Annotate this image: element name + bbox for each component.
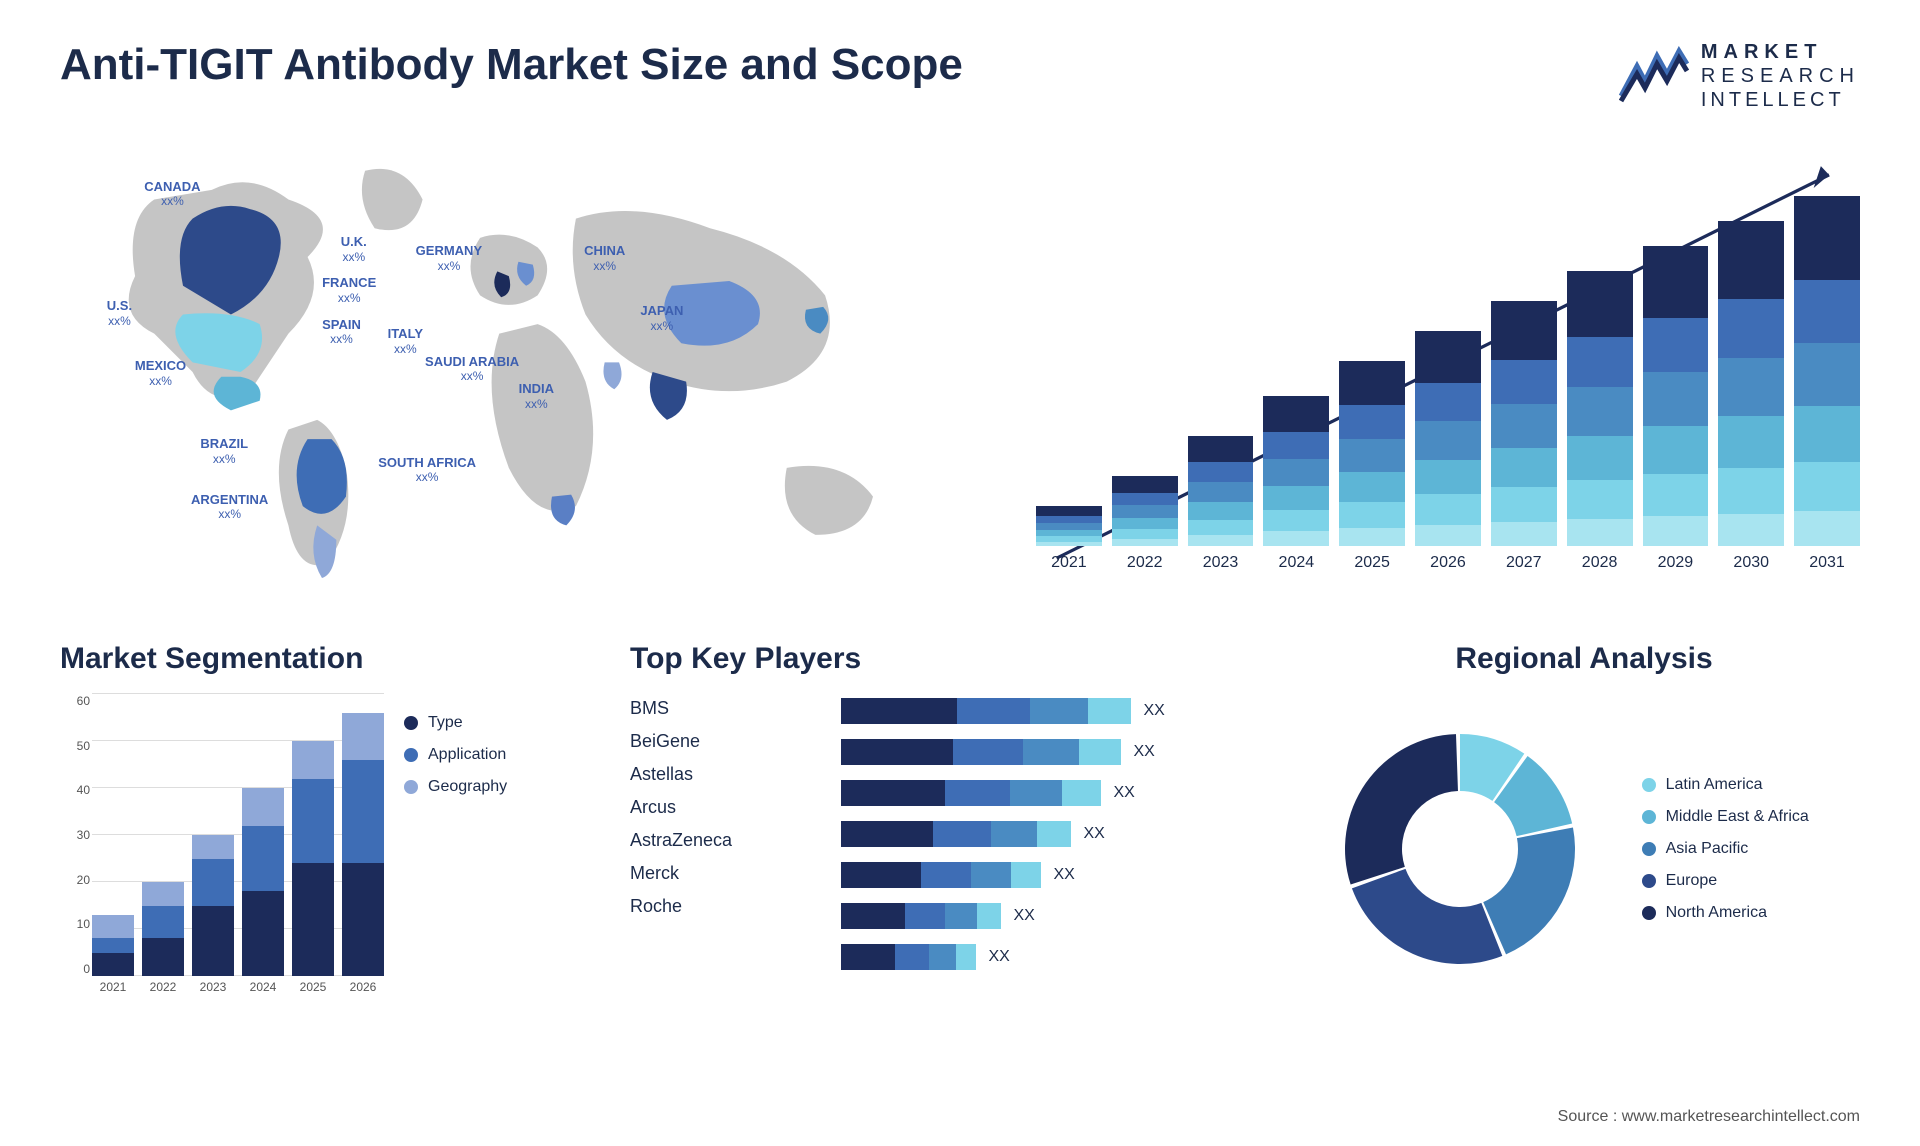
map-country-label: JAPANxx%: [640, 303, 683, 333]
growth-bar: XX2031: [1794, 196, 1860, 572]
logo-line-3: INTELLECT: [1701, 88, 1860, 112]
legend-item: North America: [1642, 904, 1860, 922]
growth-bar: XX2027: [1491, 301, 1557, 572]
legend-item: Middle East & Africa: [1642, 808, 1860, 826]
player-name: BeiGene: [630, 731, 811, 752]
player-bar-row: XX: [841, 862, 1278, 888]
map-country-label: CHINAxx%: [584, 243, 625, 273]
map-country-label: ITALYxx%: [388, 326, 423, 356]
regional-panel: Regional Analysis Latin America Middle Ea…: [1308, 642, 1860, 1022]
growth-bar: XX2028: [1567, 271, 1633, 572]
players-title: Top Key Players: [630, 642, 1278, 676]
legend-item: Asia Pacific: [1642, 840, 1860, 858]
growth-bar: XX2023: [1188, 436, 1254, 572]
map-country-label: SPAINxx%: [322, 317, 361, 347]
players-panel: Top Key Players BMS BeiGene Astellas Arcus A…: [630, 642, 1278, 1022]
brand-logo: MARKET RESEARCH INTELLECT: [1619, 40, 1860, 112]
growth-bar: XX2026: [1415, 331, 1481, 572]
legend-item: Geography: [404, 778, 600, 796]
legend-item: Europe: [1642, 872, 1860, 890]
donut-slice: [1483, 827, 1575, 954]
player-bar-row: XX: [841, 780, 1278, 806]
page-title: Anti-TIGIT Antibody Market Size and Scop…: [60, 40, 963, 90]
player-bar-row: XX: [841, 903, 1278, 929]
world-map-panel: CANADAxx% U.S.xx% MEXICOxx% BRAZILxx% ARGENT…: [60, 142, 996, 602]
segmentation-bar: [92, 694, 134, 976]
regional-legend: Latin America Middle East & Africa Asia Pa…: [1642, 776, 1860, 922]
logo-line-2: RESEARCH: [1701, 64, 1860, 88]
segmentation-legend: Type Application Geography: [404, 694, 600, 1004]
source-attribution: Source : www.marketresearchintellect.com: [1558, 1108, 1860, 1126]
segmentation-panel: Market Segmentation 0102030405060 202120…: [60, 642, 600, 1022]
segmentation-chart: 0102030405060 202120222023202420252026: [60, 694, 384, 1004]
segmentation-bar: [342, 694, 384, 976]
player-name: Arcus: [630, 797, 811, 818]
segmentation-title: Market Segmentation: [60, 642, 600, 676]
player-name: Roche: [630, 896, 811, 917]
segmentation-bar: [192, 694, 234, 976]
map-country-label: CANADAxx%: [144, 179, 200, 209]
map-country-label: SAUDI ARABIAxx%: [425, 354, 519, 384]
legend-item: Latin America: [1642, 776, 1860, 794]
map-country-label: SOUTH AFRICAxx%: [378, 455, 476, 485]
player-bar-row: XX: [841, 944, 1278, 970]
map-country-label: FRANCExx%: [322, 275, 376, 305]
player-bar-row: XX: [841, 739, 1278, 765]
player-name: AstraZeneca: [630, 830, 811, 851]
player-bar-row: XX: [841, 821, 1278, 847]
player-name: Merck: [630, 863, 811, 884]
donut-slice: [1345, 734, 1458, 884]
logo-icon: [1619, 46, 1689, 106]
players-list: BMS BeiGene Astellas Arcus AstraZeneca Merck R…: [630, 694, 811, 1004]
map-country-label: GERMANYxx%: [416, 243, 482, 273]
growth-bar: XX2030: [1718, 221, 1784, 572]
growth-bar: XX2025: [1339, 361, 1405, 572]
map-country-label: INDIAxx%: [519, 381, 554, 411]
player-name: BMS: [630, 698, 811, 719]
growth-bar: XX2024: [1263, 396, 1329, 572]
logo-line-1: MARKET: [1701, 40, 1860, 64]
player-name: Astellas: [630, 764, 811, 785]
growth-chart-panel: XX2021XX2022XX2023XX2024XX2025XX2026XX20…: [1036, 142, 1860, 602]
players-bars: XX XX XX XX XX XX XX: [841, 694, 1278, 1004]
growth-bar: XX2021: [1036, 506, 1102, 572]
segmentation-bar: [242, 694, 284, 976]
legend-item: Type: [404, 714, 600, 732]
map-country-label: ARGENTINAxx%: [191, 492, 268, 522]
map-country-label: U.S.xx%: [107, 298, 132, 328]
map-country-label: MEXICOxx%: [135, 358, 186, 388]
donut-slice: [1352, 869, 1502, 964]
growth-bar: XX2029: [1643, 246, 1709, 572]
map-country-label: U.K.xx%: [341, 234, 367, 264]
regional-title: Regional Analysis: [1308, 642, 1860, 676]
growth-bar: XX2022: [1112, 476, 1178, 572]
map-country-label: BRAZILxx%: [200, 436, 248, 466]
segmentation-bar: [292, 694, 334, 976]
legend-item: Application: [404, 746, 600, 764]
player-bar-row: XX: [841, 698, 1278, 724]
world-map-icon: [60, 142, 996, 602]
segmentation-bar: [142, 694, 184, 976]
regional-donut: [1308, 719, 1612, 979]
